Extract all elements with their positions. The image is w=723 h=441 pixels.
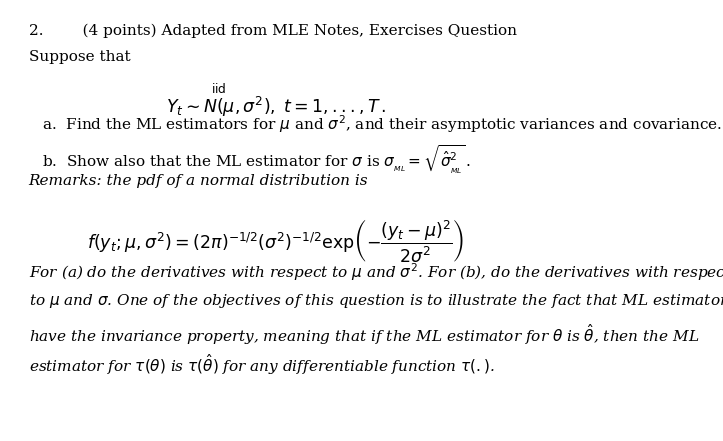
Text: $\overset{\mathrm{iid}}{Y_t \sim N(\mu, \sigma^2)},\; t = 1,...,T\,.$: $\overset{\mathrm{iid}}{Y_t \sim N(\mu, … <box>166 81 386 119</box>
Text: Remarks: the pdf of a normal distribution is: Remarks: the pdf of a normal distributio… <box>29 174 368 188</box>
Text: For (a) do the derivatives with respect to $\mu$ and $\sigma^2$. For (b), do the: For (a) do the derivatives with respect … <box>29 262 723 283</box>
Text: 2.        (4 points) Adapted from MLE Notes, Exercises Question: 2. (4 points) Adapted from MLE Notes, Ex… <box>29 24 517 38</box>
Text: to $\mu$ and $\sigma$. One of the objectives of this question is to illustrate t: to $\mu$ and $\sigma$. One of the object… <box>29 292 723 310</box>
Text: estimator for $\tau(\theta)$ is $\tau(\hat{\theta})$ for any differentiable func: estimator for $\tau(\theta)$ is $\tau(\h… <box>29 352 495 377</box>
Text: Suppose that: Suppose that <box>29 49 130 64</box>
Text: a.  Find the ML estimators for $\mu$ and $\sigma^2$, and their asymptotic varian: a. Find the ML estimators for $\mu$ and … <box>42 113 722 135</box>
Text: b.  Show also that the ML estimator for $\sigma$ is $\sigma_{_{ML}} = \sqrt{\hat: b. Show also that the ML estimator for $… <box>42 143 471 176</box>
Text: $f(y_t;\mu,\sigma^2) = (2\pi)^{-1/2}(\sigma^2)^{-1/2} \exp\!\left(-\dfrac{(y_t -: $f(y_t;\mu,\sigma^2) = (2\pi)^{-1/2}(\si… <box>87 217 464 264</box>
Text: have the invariance property, meaning that if the ML estimator for $\theta$ is $: have the invariance property, meaning th… <box>29 322 699 347</box>
